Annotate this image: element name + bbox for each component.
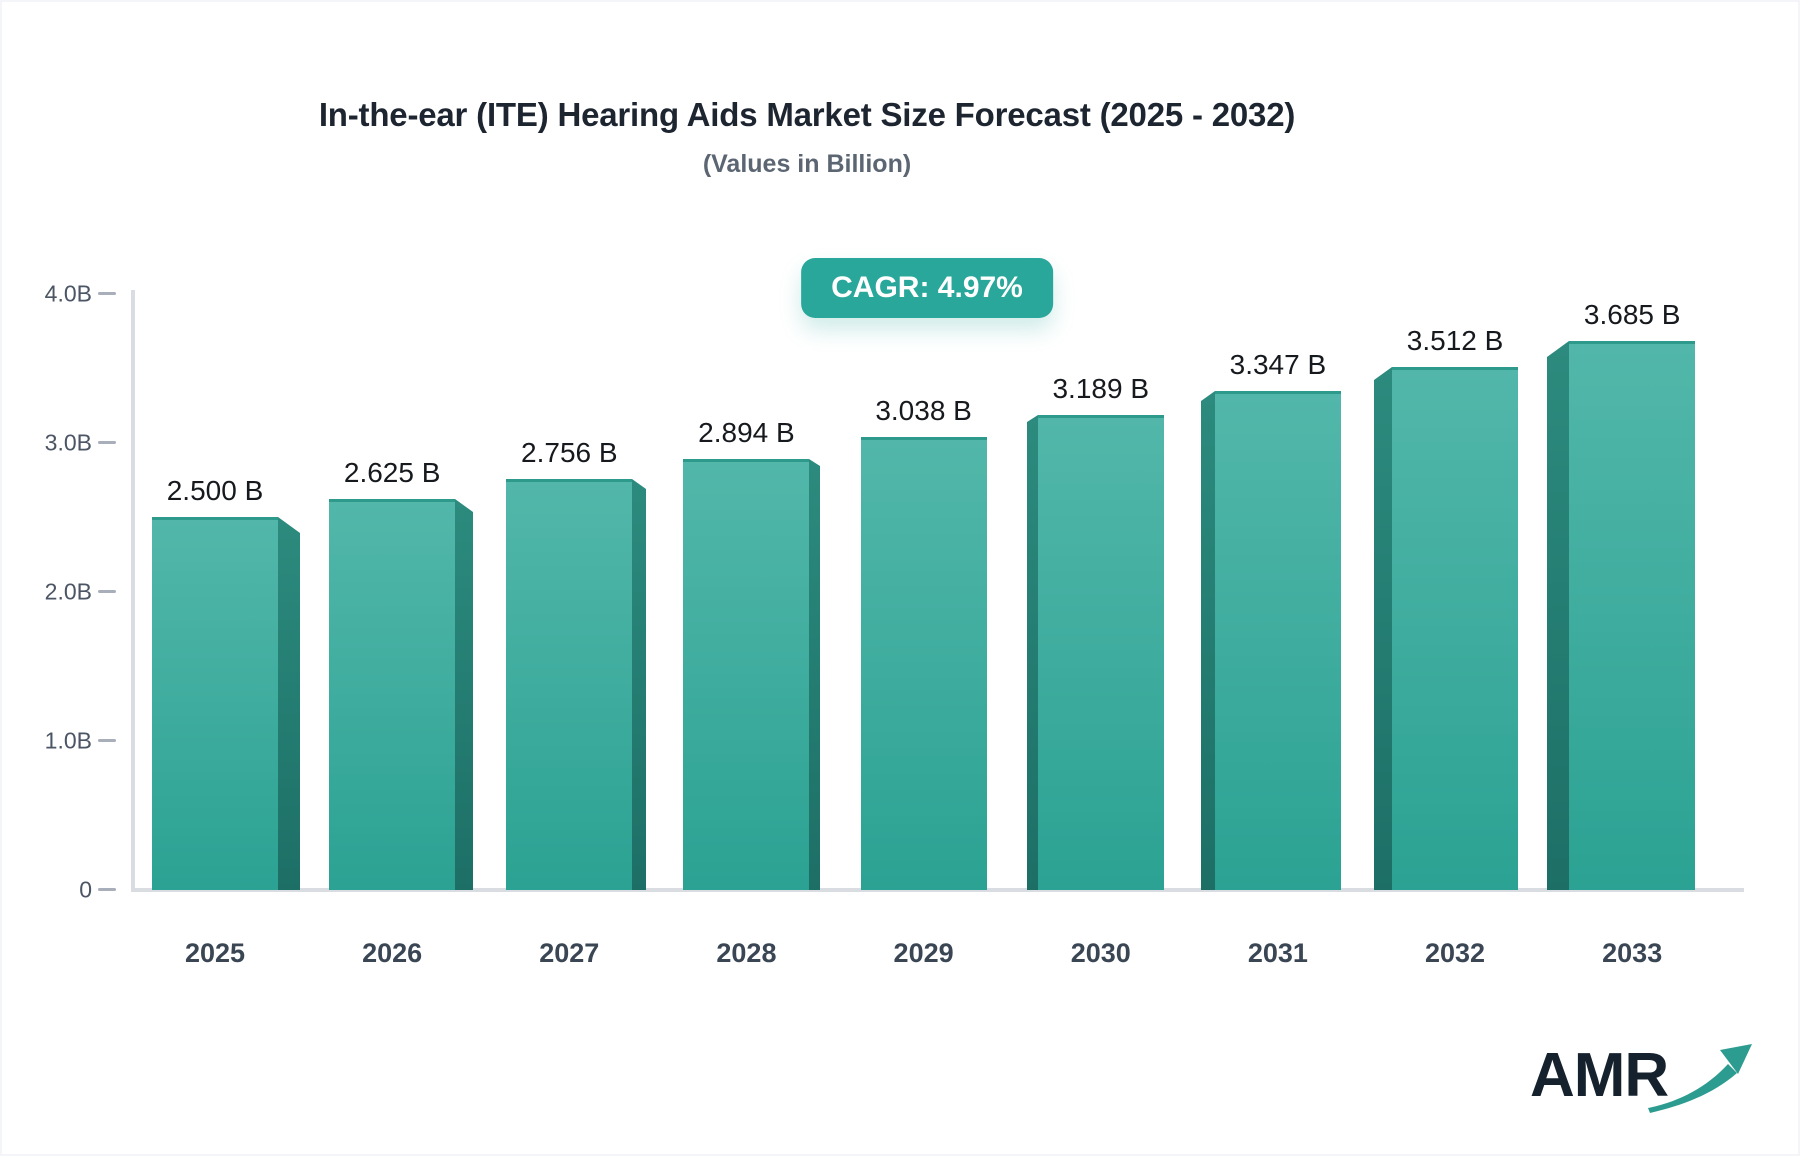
bar-face-2027 xyxy=(506,479,632,890)
x-axis-label-2030: 2030 xyxy=(1070,938,1131,968)
amr-logo: AMR xyxy=(1530,1040,1752,1130)
x-axis-label-2031: 2031 xyxy=(1247,938,1308,968)
y-tick-label: 4.0B xyxy=(44,280,92,307)
bar-face-2025 xyxy=(152,517,278,890)
y-tick-dash xyxy=(98,888,116,891)
y-axis-line xyxy=(131,290,135,890)
bar-value-label: 3.685 B xyxy=(1583,299,1681,330)
x-axis-label-2026: 2026 xyxy=(362,938,423,968)
bar-face-2029 xyxy=(861,437,987,890)
bar-side-2027 xyxy=(632,479,646,890)
bar-side-2033 xyxy=(1547,341,1569,890)
bar-value-label: 2.500 B xyxy=(166,475,264,506)
bar-side-2028 xyxy=(809,459,820,890)
bar-value-label: 2.894 B xyxy=(698,417,795,448)
y-tick-dash xyxy=(98,739,116,742)
bar-side-2030 xyxy=(1027,415,1038,890)
y-tick-dash xyxy=(98,441,116,444)
x-axis-label-2032: 2032 xyxy=(1425,938,1486,968)
y-tick-label: 3.0B xyxy=(44,429,92,456)
bar-value-label: 2.756 B xyxy=(521,437,618,468)
y-tick-label: 0 xyxy=(79,876,92,903)
chart-subtitle: (Values in Billion) xyxy=(702,150,912,178)
x-axis-label-2025: 2025 xyxy=(184,938,246,968)
chart-title: In-the-ear (ITE) Hearing Aids Market Siz… xyxy=(318,96,1296,133)
x-axis-label-2029: 2029 xyxy=(893,938,954,968)
y-tick-label: 2.0B xyxy=(44,578,92,605)
y-tick-dash xyxy=(98,590,116,593)
bar-side-2025 xyxy=(278,517,300,890)
x-axis-label-2033: 2033 xyxy=(1602,938,1663,968)
y-tick-label: 1.0B xyxy=(44,727,92,754)
bar-value-label: 2.625 B xyxy=(343,457,441,488)
x-axis-label-2028: 2028 xyxy=(716,938,777,968)
bar-face-2028 xyxy=(683,459,809,890)
bar-value-label: 3.189 B xyxy=(1052,373,1150,404)
cagr-badge-label: CAGR: 4.97% xyxy=(831,271,1023,304)
bar-value-label: 3.038 B xyxy=(875,395,972,426)
bar-face-2033 xyxy=(1569,341,1695,890)
cagr-badge: CAGR: 4.97% xyxy=(801,258,1053,318)
bar-face-2031 xyxy=(1215,391,1341,890)
amr-logo-text: AMR xyxy=(1530,1041,1669,1110)
bar-side-2032 xyxy=(1374,367,1392,890)
growth-arrow-icon xyxy=(1648,1044,1752,1113)
bar-value-label: 3.512 B xyxy=(1406,325,1504,356)
bar-side-2031 xyxy=(1201,391,1215,890)
bar-face-2026 xyxy=(329,499,455,890)
x-axis-label-2027: 2027 xyxy=(539,938,600,968)
x-axis-baseline xyxy=(131,888,1744,892)
bar-face-2030 xyxy=(1038,415,1164,890)
y-tick-dash xyxy=(98,292,116,295)
bar-face-2032 xyxy=(1392,367,1518,890)
bar-value-label: 3.347 B xyxy=(1229,349,1327,380)
bar-side-2026 xyxy=(455,499,473,890)
